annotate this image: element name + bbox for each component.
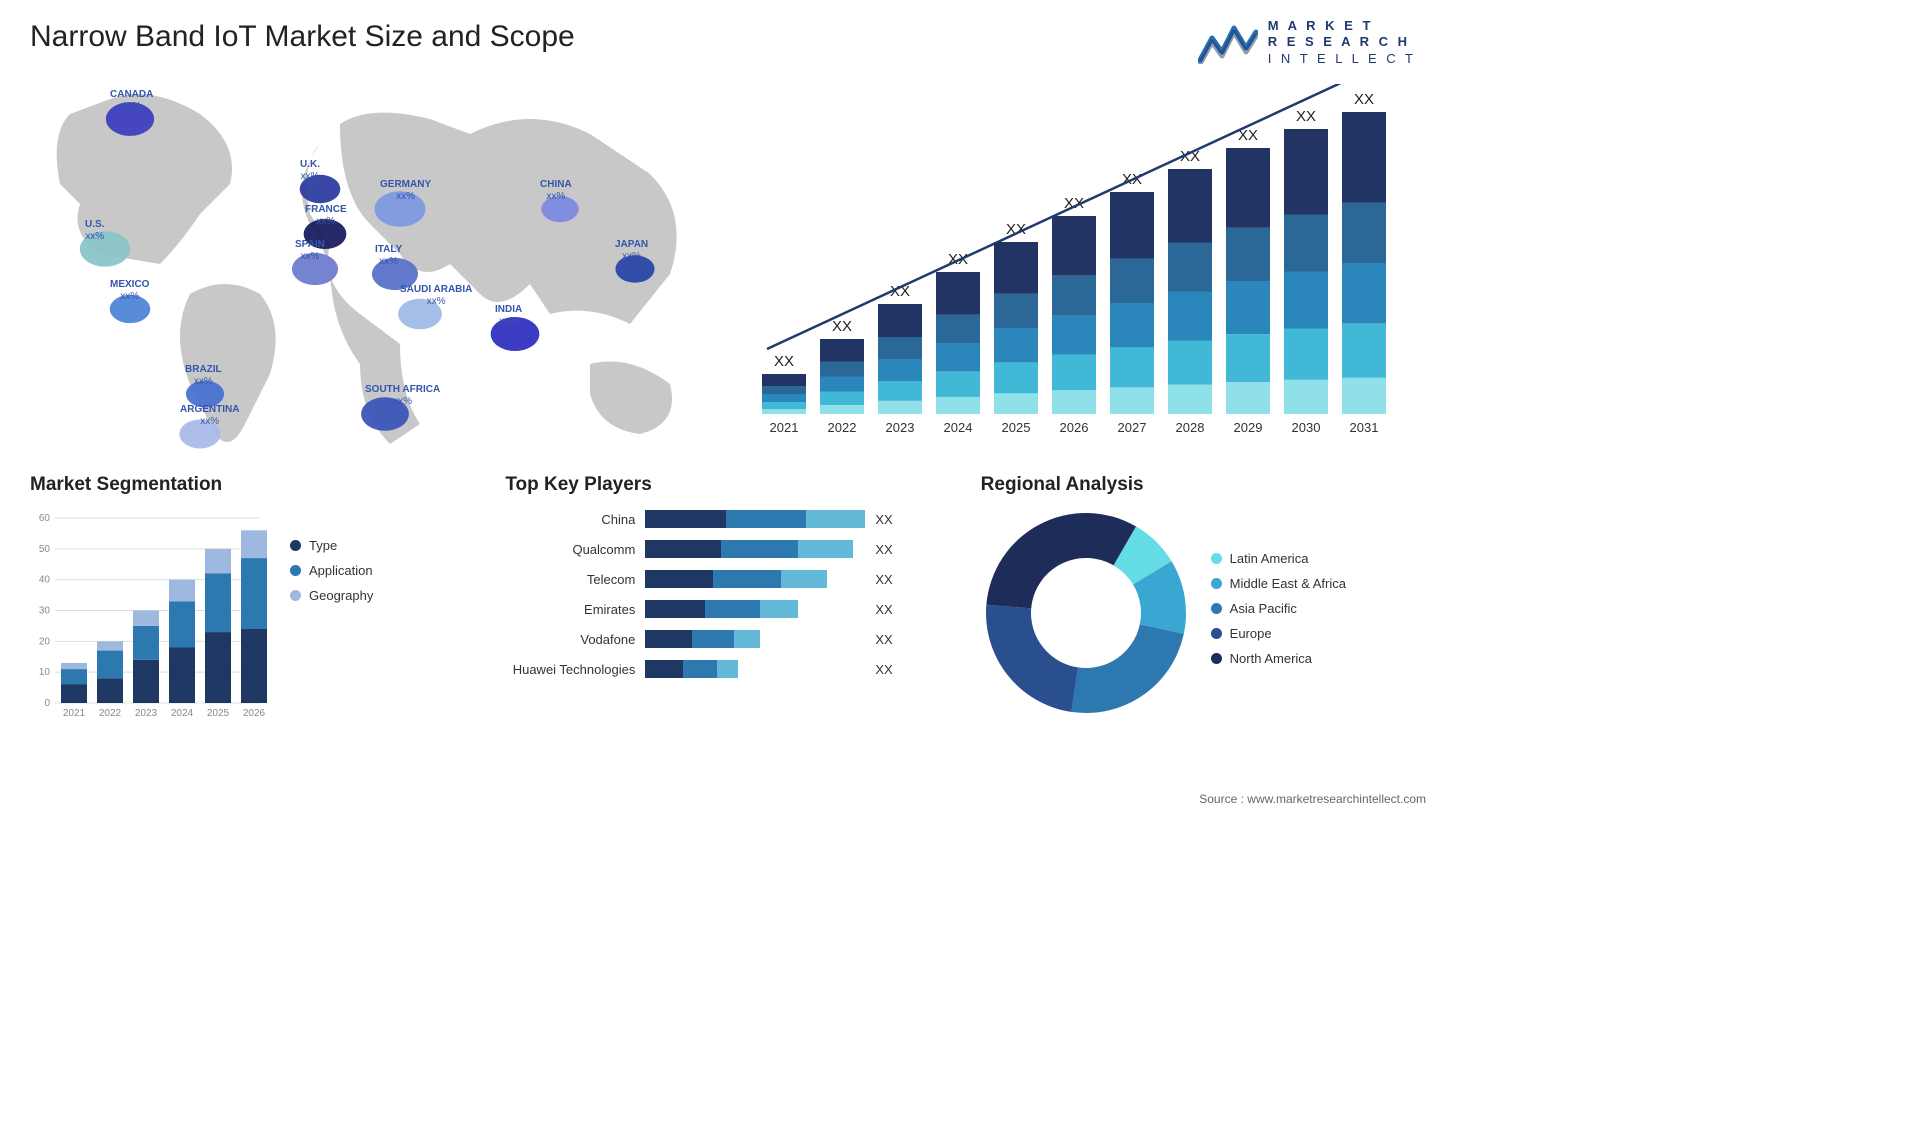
svg-text:2027: 2027 <box>1118 420 1147 435</box>
map-label: INDIAxx% <box>495 304 522 328</box>
svg-text:2026: 2026 <box>1060 420 1089 435</box>
svg-text:XX: XX <box>1354 91 1374 108</box>
map-label: U.K.xx% <box>300 159 320 183</box>
segmentation-chart: 0 10 20 30 40 50 60 2021 2022 2023 2024 2025 2026 <box>30 508 270 728</box>
player-bar <box>645 600 865 618</box>
svg-text:XX: XX <box>1296 108 1316 125</box>
map-label: MEXICOxx% <box>110 279 149 303</box>
players-title: Top Key Players <box>505 474 950 496</box>
player-label: Huawei Technologies <box>505 662 645 677</box>
map-label: U.S.xx% <box>85 219 104 243</box>
svg-text:0: 0 <box>44 698 50 709</box>
world-map-panel: CANADAxx% U.S.xx% MEXICOxx% BRAZILxx% ARGENT… <box>30 64 710 464</box>
player-row: Vodafone XX <box>505 628 950 650</box>
map-label: JAPANxx% <box>615 239 648 263</box>
player-value: XX <box>875 602 892 617</box>
legend-item: North America <box>1211 651 1346 666</box>
regional-panel: Regional Analysis Latin America Middle Ea… <box>981 474 1426 728</box>
legend-item: Latin America <box>1211 551 1346 566</box>
svg-text:2024: 2024 <box>944 420 973 435</box>
svg-text:2021: 2021 <box>63 708 86 719</box>
player-value: XX <box>875 572 892 587</box>
legend-item: Geography <box>290 588 373 603</box>
map-label: ITALYxx% <box>375 244 402 268</box>
segmentation-panel: Market Segmentation 0 10 20 30 40 50 60 2021 202… <box>30 474 475 728</box>
player-label: Telecom <box>505 572 645 587</box>
logo-line1: M A R K E T <box>1268 18 1416 34</box>
player-row: Emirates XX <box>505 598 950 620</box>
svg-text:2025: 2025 <box>1002 420 1031 435</box>
legend-item: Type <box>290 538 373 553</box>
player-row: Qualcomm XX <box>505 538 950 560</box>
svg-text:20: 20 <box>39 636 51 647</box>
player-label: Qualcomm <box>505 542 645 557</box>
regional-title: Regional Analysis <box>981 474 1426 496</box>
player-bar <box>645 660 865 678</box>
player-value: XX <box>875 662 892 677</box>
svg-text:40: 40 <box>39 575 51 586</box>
svg-text:XX: XX <box>774 353 794 370</box>
player-row: China XX <box>505 508 950 530</box>
map-label: SOUTH AFRICAxx% <box>365 384 440 408</box>
map-label: ARGENTINAxx% <box>180 404 239 428</box>
legend-item: Middle East & Africa <box>1211 576 1346 591</box>
map-label: FRANCExx% <box>305 204 347 228</box>
brand-logo-icon <box>1198 20 1258 64</box>
regional-donut <box>981 508 1191 718</box>
player-label: Emirates <box>505 602 645 617</box>
svg-text:2024: 2024 <box>171 708 194 719</box>
player-label: Vodafone <box>505 632 645 647</box>
map-label: SPAINxx% <box>295 239 325 263</box>
logo-line2: R E S E A R C H <box>1268 34 1416 50</box>
players-chart: ChinaXXQualcommXXTelecomXXEmiratesXXVoda… <box>505 508 950 680</box>
svg-text:2025: 2025 <box>207 708 230 719</box>
player-value: XX <box>875 512 892 527</box>
svg-text:60: 60 <box>39 513 51 524</box>
map-label: CHINAxx% <box>540 179 572 203</box>
legend-item: Europe <box>1211 626 1346 641</box>
svg-text:50: 50 <box>39 544 51 555</box>
svg-text:2030: 2030 <box>1292 420 1321 435</box>
regional-legend: Latin America Middle East & Africa Asia Pa… <box>1211 551 1346 676</box>
map-label: SAUDI ARABIAxx% <box>400 284 472 308</box>
segmentation-title: Market Segmentation <box>30 474 475 496</box>
svg-text:2023: 2023 <box>886 420 915 435</box>
svg-text:2026: 2026 <box>243 708 266 719</box>
player-bar <box>645 570 865 588</box>
brand-logo: M A R K E T R E S E A R C H I N T E L L … <box>1198 18 1416 67</box>
player-bar <box>645 630 865 648</box>
legend-item: Application <box>290 563 373 578</box>
player-value: XX <box>875 632 892 647</box>
player-value: XX <box>875 542 892 557</box>
svg-text:2022: 2022 <box>828 420 857 435</box>
svg-text:2023: 2023 <box>135 708 158 719</box>
player-row: Huawei Technologies XX <box>505 658 950 680</box>
player-row: Telecom XX <box>505 568 950 590</box>
player-label: China <box>505 512 645 527</box>
source-attribution: Source : www.marketresearchintellect.com <box>1199 792 1426 806</box>
svg-text:2031: 2031 <box>1350 420 1379 435</box>
map-label: BRAZILxx% <box>185 364 222 388</box>
map-label: CANADAxx% <box>110 89 153 113</box>
svg-text:2028: 2028 <box>1176 420 1205 435</box>
svg-text:10: 10 <box>39 667 51 678</box>
segmentation-legend: Type Application Geography <box>290 508 373 728</box>
players-panel: Top Key Players ChinaXXQualcommXXTelecom… <box>505 474 950 728</box>
logo-line3: I N T E L L E C T <box>1268 51 1416 67</box>
legend-item: Asia Pacific <box>1211 601 1346 616</box>
svg-text:30: 30 <box>39 606 51 617</box>
player-bar <box>645 510 865 528</box>
svg-text:2021: 2021 <box>770 420 799 435</box>
svg-text:2029: 2029 <box>1234 420 1263 435</box>
svg-text:XX: XX <box>832 318 852 335</box>
growth-chart: XX2021XX2022XX2023XX2024XX2025XX2026XX20… <box>750 84 1410 454</box>
player-bar <box>645 540 865 558</box>
map-label: GERMANYxx% <box>380 179 431 203</box>
svg-text:2022: 2022 <box>99 708 122 719</box>
